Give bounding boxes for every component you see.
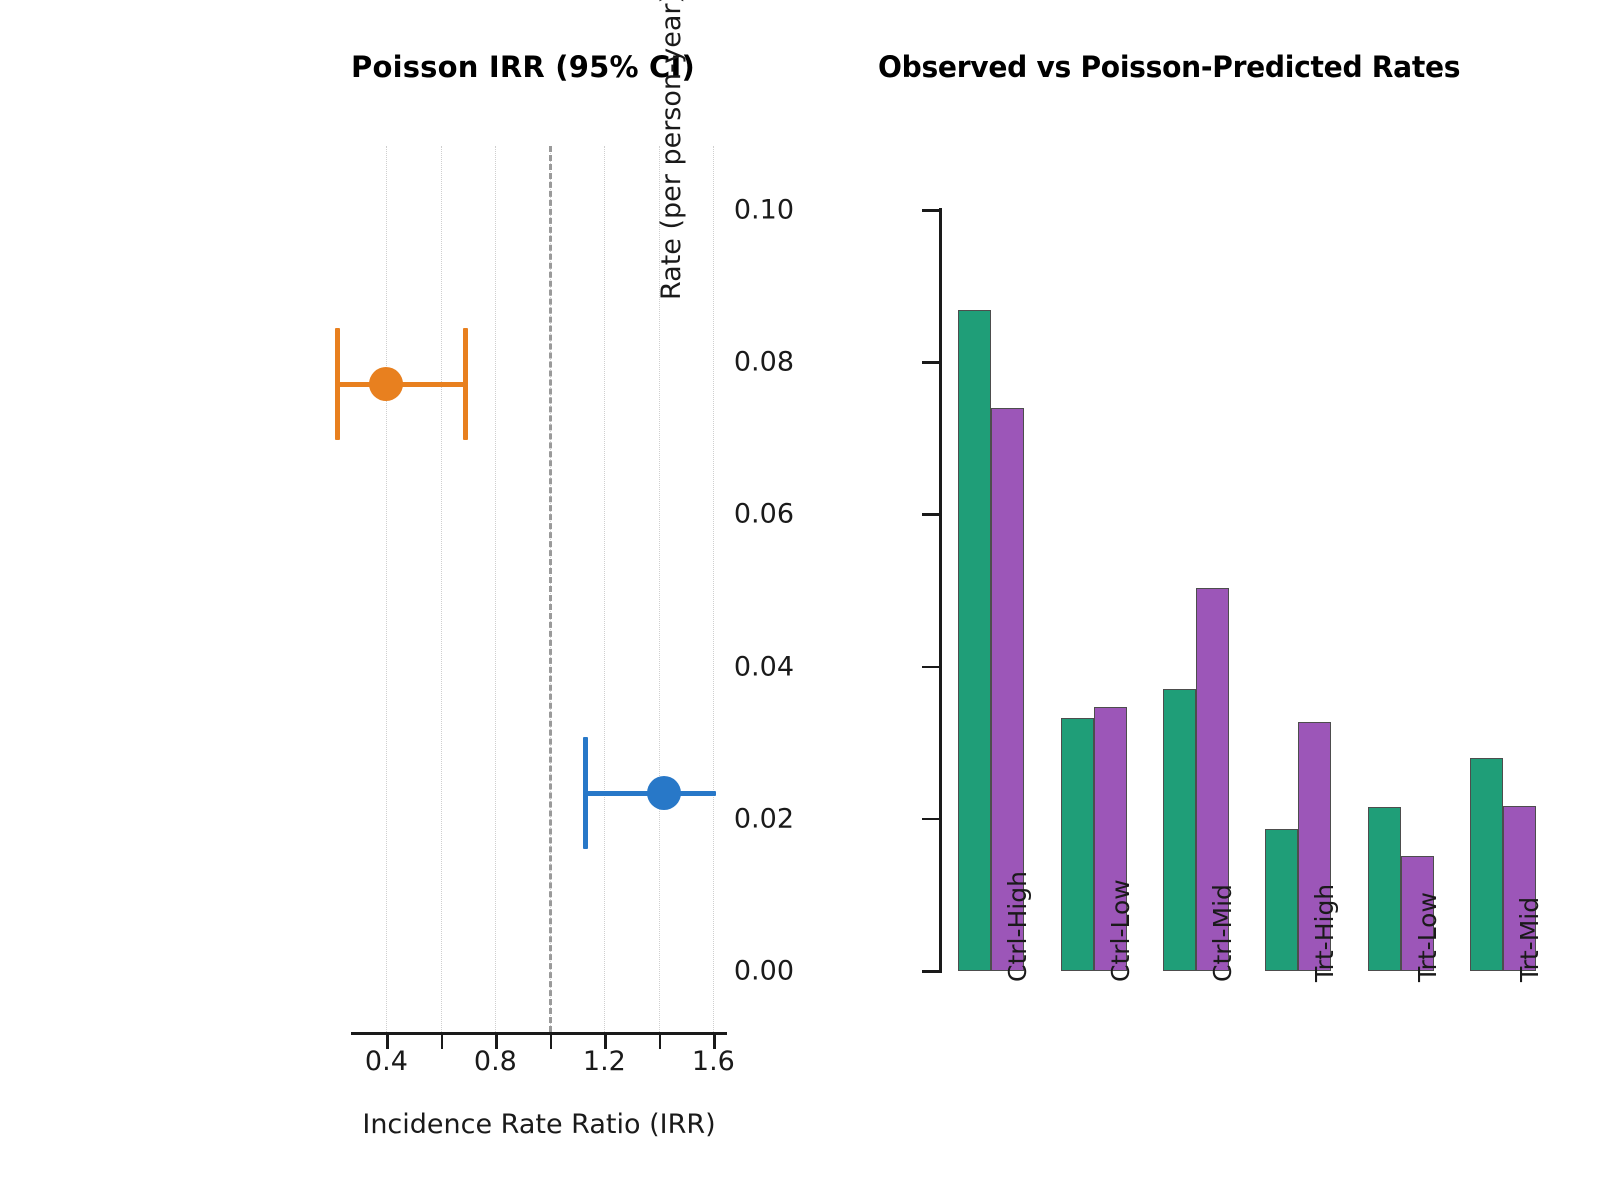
bar-chart-y-tick-label: 0.10 — [733, 194, 794, 226]
bar-observed-trt-high[interactable] — [1265, 829, 1299, 971]
bar-chart-y-tick — [922, 361, 939, 364]
forest-x-tick — [604, 1032, 607, 1049]
forest-x-tick — [713, 1032, 716, 1049]
bar-predicted-ctrl-high[interactable] — [991, 407, 1025, 971]
bar-chart-y-tick — [922, 209, 939, 212]
forest-plot-area — [334, 146, 727, 1032]
bar-observed-ctrl-high[interactable] — [958, 310, 992, 971]
forest-point-estimate-marker[interactable] — [647, 776, 682, 810]
forest-null-reference-line — [548, 146, 552, 1032]
bar-chart-x-tick-label: Trt-High — [1310, 883, 1340, 982]
bar-chart-title: Observed vs Poisson-Predicted Rates — [878, 50, 1461, 84]
forest-x-tick-label: 0.8 — [473, 1046, 517, 1077]
bar-chart-y-axis — [939, 208, 942, 973]
bar-chart-y-tick — [922, 817, 939, 821]
bar-chart-x-tick-label: Ctrl-Mid — [1207, 884, 1237, 982]
forest-ci-cap — [462, 328, 468, 440]
forest-x-tick-label: 1.6 — [691, 1046, 735, 1077]
bar-chart-y-tick — [922, 970, 939, 973]
bar-chart-y-tick — [922, 513, 939, 516]
bar-predicted-trt-low[interactable] — [1400, 856, 1434, 971]
bar-predicted-ctrl-low[interactable] — [1093, 706, 1127, 971]
forest-gridline — [386, 146, 388, 1032]
forest-ci-cap — [334, 328, 340, 440]
forest-plot-panel: Poisson IRR (95% CI) Incidence Rate Rati… — [0, 0, 790, 1200]
bar-chart-y-tick-label: 0.04 — [733, 651, 794, 683]
forest-x-tick — [440, 1032, 444, 1049]
forest-x-tick — [549, 1032, 553, 1049]
forest-gridline — [495, 146, 497, 1032]
bar-chart-plot-area — [940, 210, 1554, 971]
forest-point-estimate-marker[interactable] — [369, 367, 404, 401]
forest-plot-title: Poisson IRR (95% CI) — [351, 50, 695, 84]
forest-gridline — [713, 146, 715, 1032]
forest-x-tick — [386, 1032, 389, 1049]
bar-observed-ctrl-mid[interactable] — [1162, 689, 1196, 971]
bar-chart-panel: Observed vs Poisson-Predicted Rates Rate… — [656, 0, 1600, 1200]
bar-observed-ctrl-low[interactable] — [1060, 718, 1094, 971]
bar-predicted-ctrl-mid[interactable] — [1195, 588, 1229, 971]
bar-chart-x-tick-label: Trt-Mid — [1514, 896, 1544, 982]
bar-chart-y-tick-label: 0.02 — [733, 803, 794, 835]
forest-gridline — [604, 146, 606, 1032]
forest-x-axis — [351, 1032, 727, 1035]
bar-chart-y-tick-label: 0.08 — [733, 346, 794, 378]
bar-observed-trt-mid[interactable] — [1469, 757, 1503, 971]
forest-ci-cap — [582, 737, 588, 849]
bar-chart-y-axis-label: Rate (per person-year) — [656, 0, 687, 300]
forest-gridline — [440, 146, 442, 1032]
bar-chart-x-tick-label: Ctrl-Low — [1105, 879, 1135, 982]
bar-chart-y-tick-label: 0.00 — [733, 955, 794, 987]
bar-chart-x-tick-label: Trt-Low — [1412, 892, 1442, 982]
forest-x-tick — [658, 1032, 662, 1049]
bar-chart-y-tick — [922, 665, 939, 669]
forest-gridline — [658, 146, 660, 1032]
bar-chart-y-tick-label: 0.06 — [733, 498, 794, 530]
bar-predicted-trt-mid[interactable] — [1502, 805, 1536, 971]
forest-x-tick-label: 1.2 — [582, 1046, 626, 1077]
bar-observed-trt-low[interactable] — [1367, 807, 1401, 971]
forest-x-tick — [495, 1032, 498, 1049]
forest-x-axis-label: Incidence Rate Ratio (IRR) — [362, 1109, 716, 1140]
bar-predicted-trt-high[interactable] — [1298, 722, 1332, 971]
bar-chart-x-tick-label: Ctrl-High — [1003, 871, 1033, 982]
forest-x-tick-label: 0.4 — [364, 1046, 408, 1077]
